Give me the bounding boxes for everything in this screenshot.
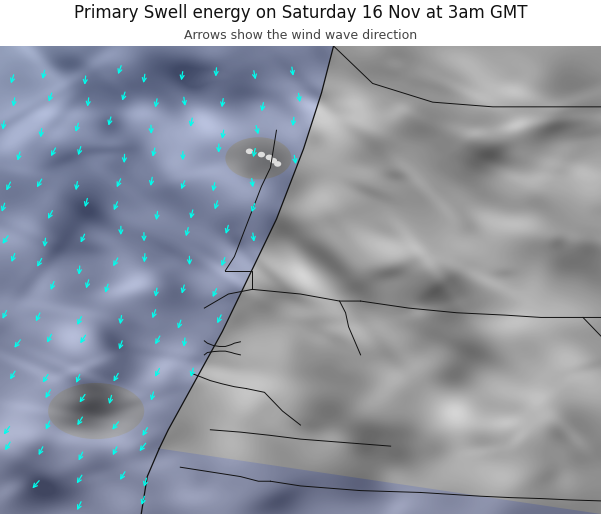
Ellipse shape xyxy=(48,383,144,439)
Circle shape xyxy=(258,152,265,157)
Circle shape xyxy=(270,158,277,163)
Text: Primary Swell energy on Saturday 16 Nov at 3am GMT: Primary Swell energy on Saturday 16 Nov … xyxy=(74,4,527,22)
Ellipse shape xyxy=(225,137,291,179)
Circle shape xyxy=(266,155,273,160)
Polygon shape xyxy=(159,46,601,514)
Circle shape xyxy=(274,161,281,167)
Text: Arrows show the wind wave direction: Arrows show the wind wave direction xyxy=(184,29,417,42)
Circle shape xyxy=(246,149,253,154)
